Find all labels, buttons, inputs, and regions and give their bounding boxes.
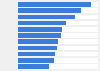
Bar (18, 46, 57, 50)
Bar (18, 15, 98, 19)
Bar (18, 15, 75, 19)
Bar (18, 2, 91, 7)
Bar (18, 8, 81, 13)
Bar (18, 39, 98, 44)
Bar (18, 39, 58, 44)
Bar (18, 33, 98, 38)
Bar (18, 2, 98, 7)
Bar (18, 52, 55, 56)
Bar (18, 27, 62, 32)
Bar (18, 27, 98, 32)
Bar (18, 21, 98, 25)
Bar (18, 33, 61, 38)
Bar (18, 64, 49, 69)
Bar (18, 52, 98, 56)
Bar (18, 46, 98, 50)
Bar (18, 64, 98, 69)
Bar (18, 58, 98, 63)
Bar (18, 8, 98, 13)
Bar (18, 58, 54, 63)
Bar (18, 21, 66, 25)
